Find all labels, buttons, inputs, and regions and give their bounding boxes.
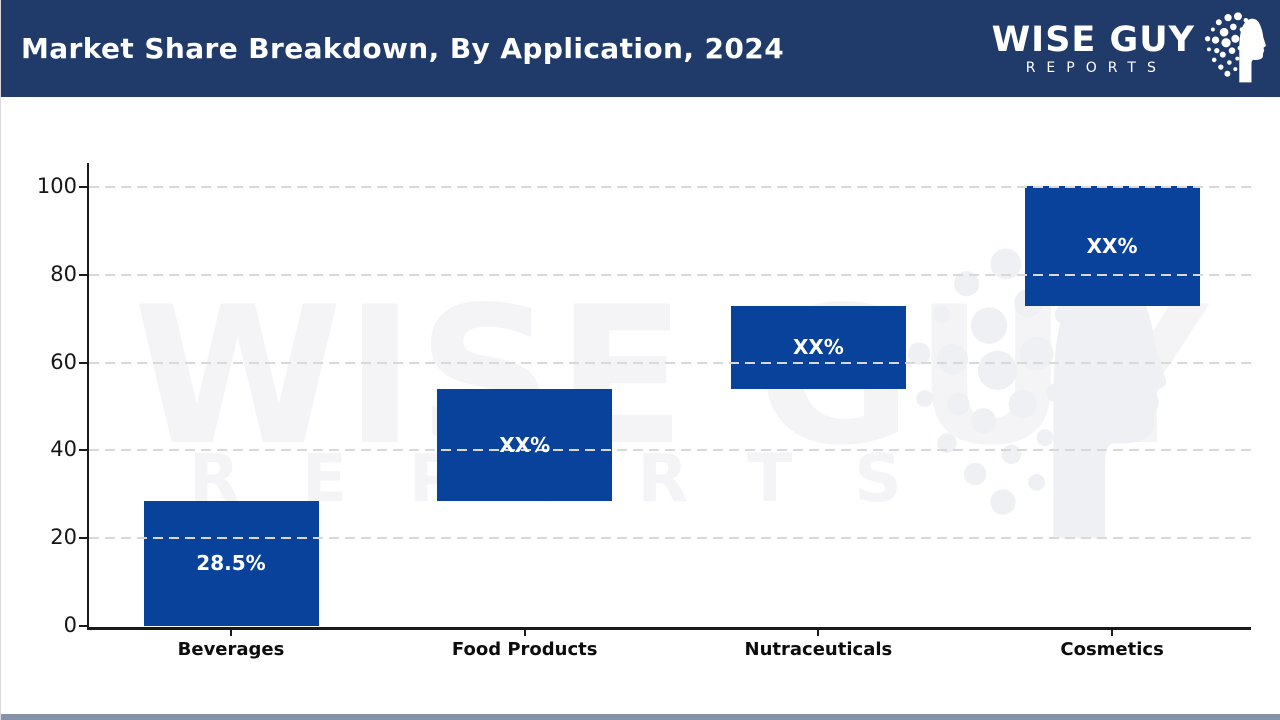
x-axis-category-label: Beverages <box>177 639 285 660</box>
y-tick-mark <box>79 537 87 540</box>
wiseguy-face-icon <box>1204 11 1266 82</box>
logo-text: WISE GUY REPORTS <box>991 19 1195 76</box>
y-gridline <box>89 537 1251 540</box>
logo-wordmark: WISE GUY <box>991 19 1195 60</box>
x-axis-spine <box>87 627 1251 630</box>
bar-nutraceuticals <box>730 305 906 389</box>
wiseguy-logo: WISE GUY REPORTS <box>992 8 1267 90</box>
x-axis-category-label: Nutraceuticals <box>744 639 893 660</box>
header-bar: Market Share Breakdown, By Application, … <box>1 0 1280 97</box>
y-tick-label: 20 <box>50 525 77 550</box>
x-tick-mark <box>523 629 526 636</box>
x-axis-category-label: Cosmetics <box>1060 639 1164 660</box>
y-tick-label: 60 <box>50 349 77 374</box>
x-tick-mark <box>1111 629 1114 636</box>
logo-subtitle: REPORTS <box>1025 59 1167 76</box>
y-gridline <box>89 273 1251 276</box>
x-axis-category-label: Food Products <box>451 639 598 660</box>
y-gridline <box>89 449 1251 452</box>
y-tick-mark <box>79 361 87 364</box>
x-tick-mark <box>230 629 232 636</box>
y-tick-mark <box>79 625 87 627</box>
y-tick-mark <box>79 186 87 188</box>
bar-cosmetics <box>1024 185 1200 306</box>
x-tick-mark <box>817 629 820 636</box>
y-axis-spine <box>87 163 89 628</box>
bar-food-products <box>437 388 613 501</box>
bar-value-label: XX% <box>792 335 844 360</box>
footer-bar <box>1 714 1280 720</box>
chart-title: Market Share Breakdown, By Application, … <box>21 32 785 65</box>
y-tick-label: 40 <box>50 437 77 462</box>
y-tick-mark <box>79 449 87 452</box>
bar-beverages <box>143 500 319 626</box>
y-gridline <box>89 186 1251 188</box>
bar-value-label: XX% <box>1086 233 1138 258</box>
y-gridline <box>89 361 1251 364</box>
y-tick-label: 100 <box>36 174 77 198</box>
y-tick-label: 0 <box>63 613 77 637</box>
bar-value-label: XX% <box>499 432 551 457</box>
bar-value-label: 28.5% <box>196 551 266 576</box>
y-tick-label: 80 <box>50 261 77 286</box>
y-tick-mark <box>79 273 87 276</box>
